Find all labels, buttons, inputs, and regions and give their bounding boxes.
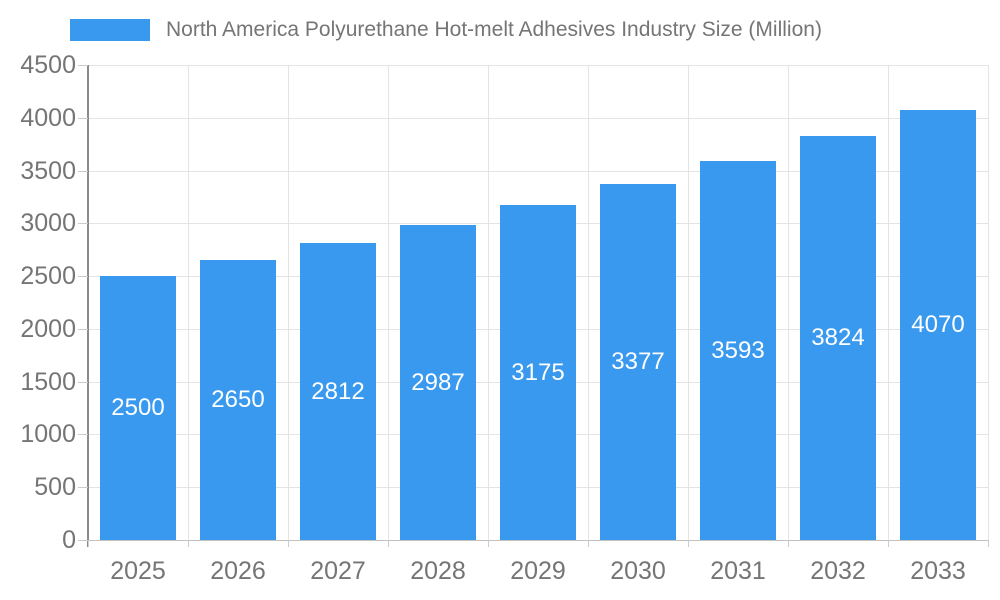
y-tick [78,118,88,119]
y-tick [78,487,88,488]
y-tick [78,276,88,277]
bar-value-label: 3377 [611,348,665,375]
gridline [688,65,689,540]
bar-value-label: 3175 [511,358,565,386]
x-tick [88,540,89,547]
y-axis-line [87,65,89,547]
x-axis-tick-label: 2027 [310,557,366,585]
bar-2031[interactable]: 3593 [700,161,776,540]
y-tick [78,540,88,541]
gridline [388,65,389,540]
bar-value-label: 2650 [211,386,265,413]
x-tick [288,540,289,547]
y-axis-tick-label: 4000 [20,104,76,132]
gridline [88,65,988,66]
bar-2032[interactable]: 3824 [800,136,876,540]
x-axis-tick-label: 2030 [610,557,666,585]
gridline [88,118,988,119]
x-tick [188,540,189,547]
legend-swatch-icon [70,19,150,41]
y-tick [78,329,88,330]
bar-value-label: 4070 [911,311,965,338]
y-axis-tick-label: 2500 [20,262,76,290]
y-tick [78,223,88,224]
gridline [788,65,789,540]
x-axis-tick-label: 2029 [510,557,566,585]
legend[interactable]: North America Polyurethane Hot-melt Adhe… [70,14,822,46]
y-axis-tick-label: 3500 [20,157,76,185]
bar-value-label: 3593 [711,336,765,364]
gridline [988,65,989,540]
bar-value-label: 3824 [811,324,865,351]
x-tick [988,540,989,547]
bar-2025[interactable]: 2500 [100,276,176,540]
gridline [488,65,489,540]
gridline [288,65,289,540]
gridline [188,65,189,540]
x-axis-tick-label: 2028 [410,557,466,585]
x-tick [388,540,389,547]
x-axis-tick-label: 2032 [810,557,866,585]
y-axis-tick-label: 2000 [20,315,76,343]
bar-2030[interactable]: 3377 [600,184,676,540]
gridline [588,65,589,540]
x-axis-tick-label: 2033 [910,557,966,585]
bar-value-label: 2987 [411,368,465,396]
gridline [888,65,889,540]
gridline [88,171,988,172]
x-axis-tick-label: 2031 [710,557,766,585]
bar-value-label: 2500 [111,394,165,421]
gridline [88,540,988,541]
bar-2033[interactable]: 4070 [900,110,976,540]
x-tick [688,540,689,547]
x-tick [888,540,889,547]
plot-area: 0 500 1000 1500 2000 2500 3000 3500 4000 4500 202… [20,51,989,585]
x-axis-tick-label: 2025 [110,557,166,585]
legend-label: North America Polyurethane Hot-melt Adhe… [166,18,822,41]
y-tick [78,65,88,66]
bar-2028[interactable]: 2987 [400,225,476,540]
y-axis-tick-label: 1000 [20,420,76,448]
bar-value-label: 2812 [311,377,365,405]
y-axis-tick-label: 500 [34,473,76,501]
bar-2027[interactable]: 2812 [300,243,376,540]
y-axis-tick-label: 0 [62,526,76,554]
x-tick [488,540,489,547]
y-tick [78,382,88,383]
x-tick [588,540,589,547]
y-tick [78,171,88,172]
bar-2029[interactable]: 3175 [500,205,576,540]
y-axis-tick-label: 1500 [20,368,76,396]
y-tick [78,434,88,435]
y-axis-tick-label: 3000 [20,209,76,237]
y-axis-tick-label: 4500 [20,51,76,79]
bar-2026[interactable]: 2650 [200,260,276,540]
x-tick [788,540,789,547]
x-axis-tick-label: 2026 [210,557,266,585]
